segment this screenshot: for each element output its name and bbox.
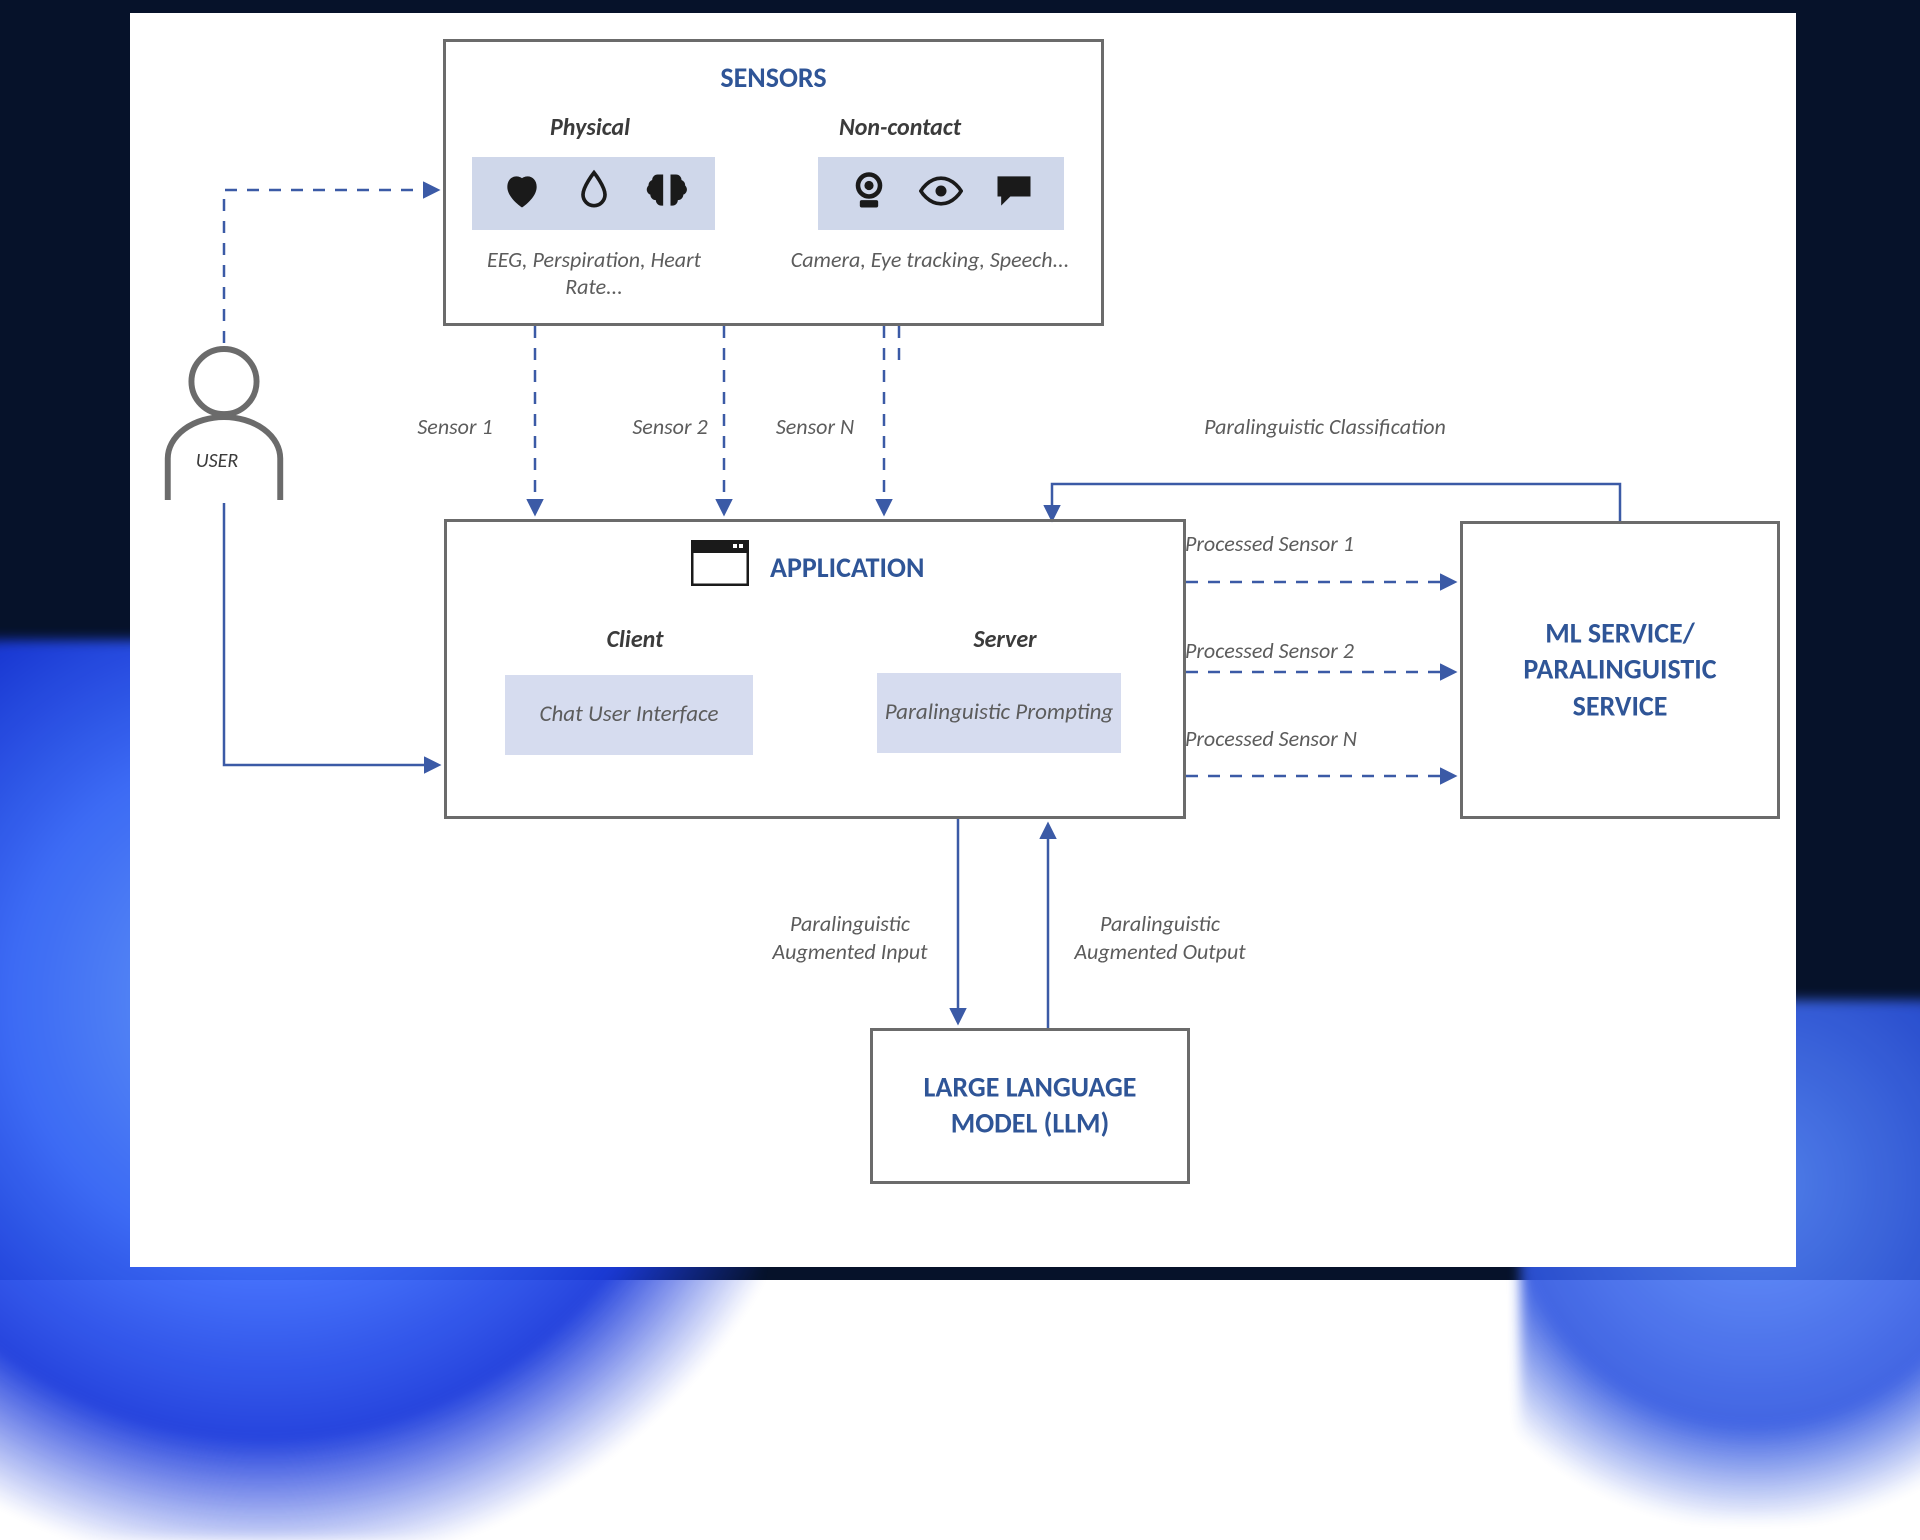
camera-icon (847, 169, 891, 218)
drop-icon (572, 169, 616, 218)
diagram-paper: SENSORS Physical EEG, Perspiration, Hear… (130, 13, 1796, 1267)
eye-icon (919, 169, 963, 218)
application-title: APPLICATION (770, 550, 924, 585)
server-label: Server (945, 625, 1065, 654)
edge-label: Processed Sensor N (1185, 725, 1415, 753)
edge-label: Sensor 2 (610, 413, 730, 441)
user-icon (150, 343, 298, 503)
ml-service-node: ML SERVICE/ PARALINGUISTIC SERVICE (1460, 521, 1780, 819)
physical-caption: EEG, Perspiration, Heart Rate... (464, 246, 724, 300)
edge-label: Processed Sensor 1 (1185, 530, 1415, 558)
llm-node: LARGE LANGUAGE MODEL (LLM) (870, 1028, 1190, 1184)
noncontact-caption: Camera, Eye tracking, Speech... (790, 246, 1070, 273)
edge-label: Sensor N (755, 413, 875, 441)
server-pill: Paralinguistic Prompting (877, 673, 1121, 753)
desktop-background: SENSORS Physical EEG, Perspiration, Hear… (0, 0, 1920, 1280)
user-label: USER (177, 449, 257, 473)
noncontact-icons (818, 157, 1064, 230)
heart-icon (500, 169, 544, 218)
noncontact-label: Non-contact (810, 113, 990, 142)
window-icon (691, 540, 749, 586)
llm-title: LARGE LANGUAGE MODEL (LLM) (873, 1070, 1187, 1143)
ml-service-title: ML SERVICE/ PARALINGUISTIC SERVICE (1463, 615, 1777, 724)
physical-label: Physical (530, 113, 650, 142)
edge-label: Sensor 1 (395, 413, 515, 441)
speech-icon (992, 169, 1036, 218)
client-label: Client (575, 625, 695, 654)
client-pill: Chat User Interface (505, 675, 753, 755)
physical-icons (472, 157, 715, 230)
edge-label: Paralinguistic Augmented Input (760, 910, 940, 965)
edge-label: Processed Sensor 2 (1185, 637, 1415, 665)
sensors-title: SENSORS (446, 60, 1101, 95)
brain-icon (643, 169, 687, 218)
edge-label: Paralinguistic Augmented Output (1070, 910, 1250, 965)
edge-label: Paralinguistic Classification (1155, 413, 1495, 441)
